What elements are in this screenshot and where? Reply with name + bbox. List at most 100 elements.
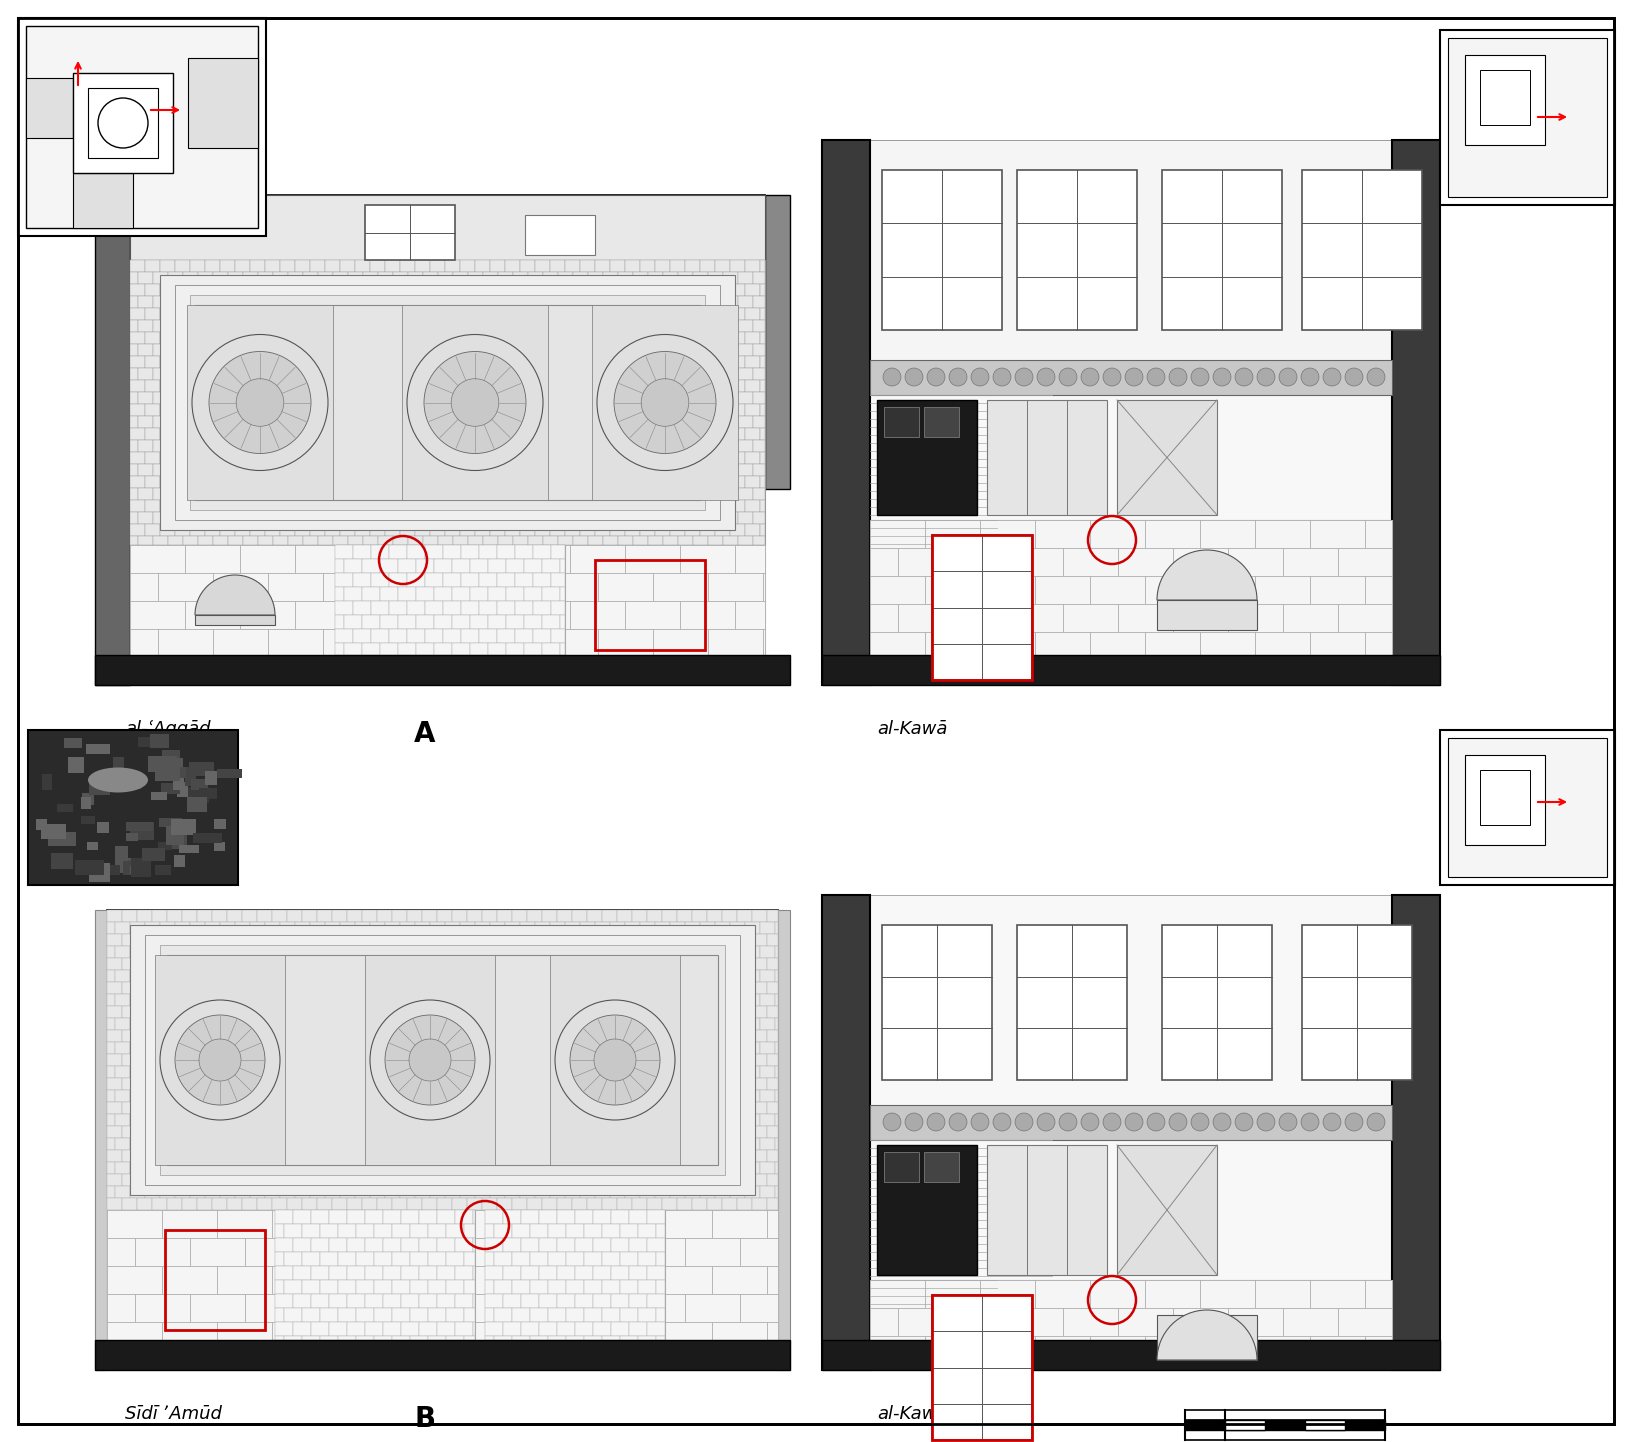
Bar bbox=[767, 982, 778, 994]
Bar bbox=[692, 296, 708, 309]
Bar bbox=[684, 1293, 739, 1322]
Bar bbox=[339, 381, 356, 392]
Bar bbox=[594, 1115, 609, 1126]
Bar bbox=[527, 934, 542, 946]
Bar bbox=[452, 345, 467, 356]
Bar bbox=[663, 512, 677, 523]
Bar bbox=[160, 1090, 175, 1102]
Bar bbox=[767, 1198, 778, 1210]
Bar bbox=[519, 994, 535, 1007]
Bar bbox=[189, 260, 206, 273]
Bar bbox=[1172, 604, 1227, 632]
Bar bbox=[1302, 170, 1421, 330]
Bar bbox=[609, 1162, 625, 1174]
Bar bbox=[310, 309, 325, 320]
Bar bbox=[333, 273, 348, 284]
Bar bbox=[579, 994, 594, 1007]
Bar bbox=[339, 309, 356, 320]
Bar bbox=[752, 1198, 767, 1210]
Bar bbox=[677, 512, 692, 523]
Bar bbox=[235, 1043, 250, 1054]
Bar bbox=[723, 345, 738, 356]
Bar bbox=[542, 464, 558, 476]
Circle shape bbox=[883, 368, 901, 386]
Bar bbox=[428, 1335, 446, 1340]
Bar bbox=[527, 440, 542, 451]
Bar bbox=[302, 1102, 317, 1115]
Bar bbox=[640, 1043, 654, 1054]
Bar bbox=[302, 982, 317, 994]
Bar bbox=[602, 934, 617, 946]
Bar bbox=[925, 521, 979, 548]
Bar bbox=[235, 404, 250, 415]
Bar bbox=[312, 1266, 330, 1280]
Bar bbox=[557, 1266, 574, 1280]
Bar bbox=[712, 1266, 767, 1293]
Bar bbox=[384, 1293, 401, 1308]
Bar bbox=[287, 487, 302, 500]
Bar bbox=[548, 1252, 566, 1266]
Bar bbox=[498, 440, 512, 451]
Bar bbox=[602, 1102, 617, 1115]
Circle shape bbox=[1015, 368, 1033, 386]
Bar bbox=[408, 273, 423, 284]
Bar bbox=[204, 1043, 219, 1054]
Bar bbox=[287, 273, 302, 284]
Bar bbox=[550, 284, 565, 296]
Bar bbox=[707, 1030, 721, 1043]
Bar bbox=[521, 260, 535, 273]
Bar bbox=[318, 536, 333, 545]
Bar bbox=[752, 345, 765, 356]
Bar bbox=[617, 1198, 632, 1210]
Bar bbox=[108, 910, 122, 921]
Bar bbox=[588, 320, 602, 332]
Bar bbox=[310, 1066, 325, 1079]
Bar bbox=[602, 1280, 620, 1293]
Bar bbox=[775, 1115, 778, 1126]
Bar bbox=[302, 487, 318, 500]
Bar bbox=[302, 440, 318, 451]
Bar bbox=[481, 1079, 498, 1090]
Bar bbox=[460, 629, 480, 643]
Bar bbox=[344, 614, 362, 629]
Bar bbox=[189, 296, 705, 510]
Bar bbox=[557, 1054, 571, 1066]
Bar bbox=[588, 1079, 602, 1090]
Bar bbox=[356, 381, 370, 392]
Bar bbox=[160, 500, 175, 512]
Bar bbox=[512, 1308, 530, 1322]
Bar bbox=[571, 957, 588, 970]
Bar bbox=[625, 476, 640, 487]
Bar bbox=[437, 464, 452, 476]
Bar bbox=[131, 356, 145, 368]
Bar bbox=[527, 368, 542, 381]
Bar bbox=[550, 476, 565, 487]
Circle shape bbox=[450, 379, 499, 427]
Bar bbox=[331, 1151, 348, 1162]
Bar bbox=[400, 476, 415, 487]
Bar bbox=[654, 356, 671, 368]
Bar bbox=[759, 994, 775, 1007]
Bar bbox=[765, 195, 790, 489]
Bar bbox=[503, 1293, 521, 1308]
Bar bbox=[137, 320, 152, 332]
Bar bbox=[393, 440, 408, 451]
Bar bbox=[166, 1174, 183, 1185]
Bar bbox=[392, 1224, 410, 1239]
Bar bbox=[429, 921, 444, 934]
Bar bbox=[235, 309, 250, 320]
Bar bbox=[317, 910, 331, 921]
Bar bbox=[152, 1007, 166, 1018]
Bar bbox=[279, 970, 294, 982]
Bar bbox=[557, 1102, 571, 1115]
Bar bbox=[767, 1030, 778, 1043]
Bar bbox=[189, 404, 206, 415]
Bar bbox=[398, 614, 416, 629]
Bar bbox=[392, 982, 406, 994]
Bar bbox=[744, 1185, 759, 1198]
Bar bbox=[721, 957, 738, 970]
Bar bbox=[160, 428, 175, 440]
Bar bbox=[550, 356, 565, 368]
Bar bbox=[310, 332, 325, 345]
Bar bbox=[335, 601, 353, 614]
